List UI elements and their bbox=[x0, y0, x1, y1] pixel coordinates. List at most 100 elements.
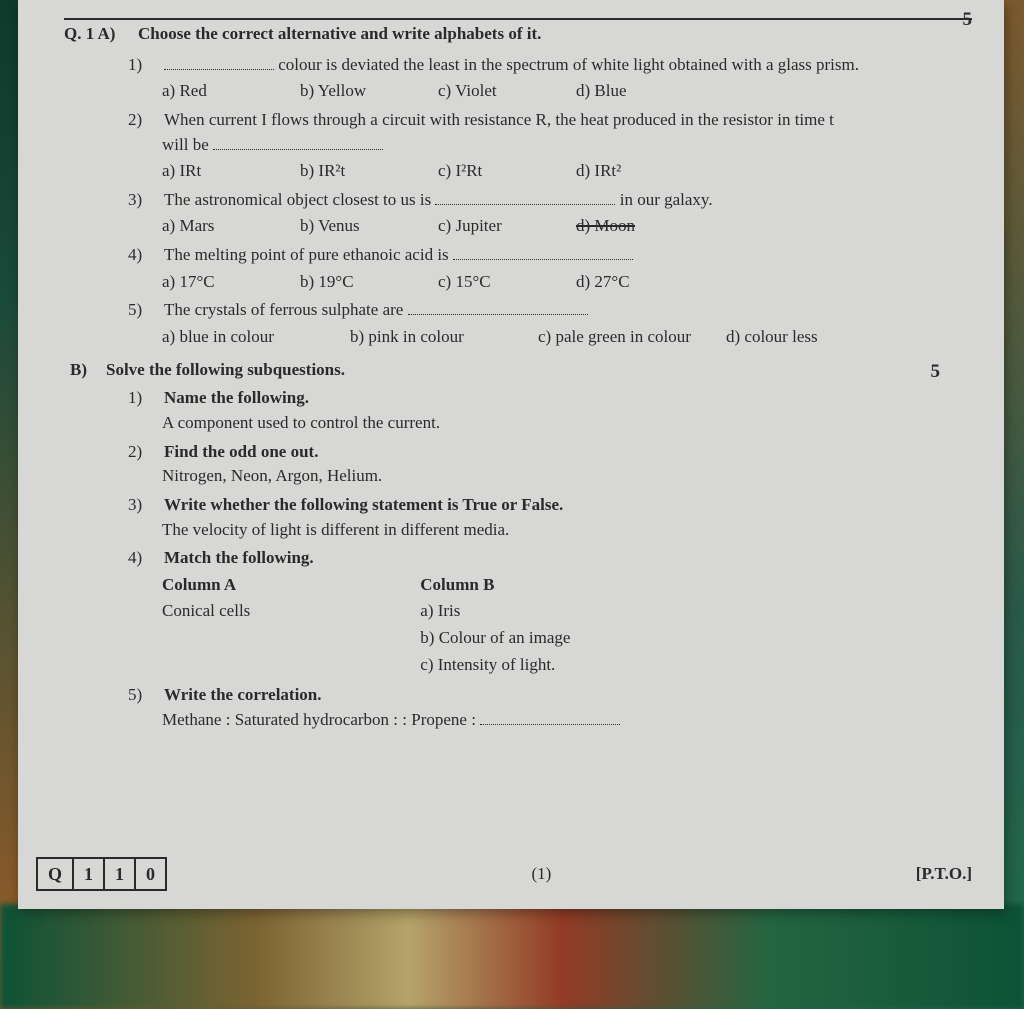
b-number: 2) bbox=[128, 440, 152, 465]
code-cell: 1 bbox=[74, 859, 105, 889]
mcq-stem-before: The astronomical object closest to us is bbox=[164, 190, 435, 209]
mcq-stem: The astronomical object closest to us is… bbox=[164, 188, 713, 213]
b-title: Write the correlation. bbox=[164, 683, 322, 708]
code-cell: 0 bbox=[136, 859, 165, 889]
b-body: Nitrogen, Neon, Argon, Helium. bbox=[162, 464, 972, 489]
fill-blank bbox=[164, 54, 274, 69]
b-item-4: 4) Match the following. Column A Conical… bbox=[128, 546, 972, 679]
question-number-label: Q. 1 A) bbox=[64, 22, 128, 47]
option-c: c) I²Rt bbox=[438, 159, 548, 184]
part-b-section: 1) Name the following. A component used … bbox=[128, 386, 972, 732]
option-b: b) Yellow bbox=[300, 79, 410, 104]
mcq-stem-after: in our galaxy. bbox=[620, 190, 713, 209]
page-number: (1) bbox=[531, 862, 551, 887]
option-a: a) 17°C bbox=[162, 270, 272, 295]
mcq-stem-after: colour is deviated the least in the spec… bbox=[278, 55, 859, 74]
fill-blank bbox=[435, 190, 615, 205]
page-footer: Q 1 1 0 (1) [P.T.O.] bbox=[36, 857, 972, 891]
mcq-number: 3) bbox=[128, 188, 152, 213]
column-a-block: Column A Conical cells bbox=[162, 573, 250, 626]
option-c: c) pale green in colour bbox=[538, 325, 698, 350]
part-b-label: B) bbox=[70, 358, 94, 383]
fill-blank bbox=[213, 134, 383, 149]
b-title: Name the following. bbox=[164, 386, 309, 411]
background-floor-texture bbox=[0, 904, 1024, 1009]
option-b: b) 19°C bbox=[300, 270, 410, 295]
column-a-title: Column A bbox=[162, 573, 250, 598]
mcq-number: 4) bbox=[128, 243, 152, 268]
mcq-options: a) Mars b) Venus c) Jupiter d) Moon bbox=[162, 214, 972, 239]
mcq-stem: The melting point of pure ethanoic acid … bbox=[164, 243, 633, 268]
option-d: d) IRt² bbox=[576, 159, 686, 184]
column-a-row: Conical cells bbox=[162, 599, 250, 624]
question-instruction: Choose the correct alternative and write… bbox=[138, 22, 541, 47]
mcq-item-5: 5) The crystals of ferrous sulphate are … bbox=[128, 298, 972, 349]
b-title: Find the odd one out. bbox=[164, 440, 318, 465]
paper-code-box: Q 1 1 0 bbox=[36, 857, 167, 891]
option-d: d) colour less bbox=[726, 325, 886, 350]
option-d-struck: d) Moon bbox=[576, 214, 686, 239]
mcq-item-4: 4) The melting point of pure ethanoic ac… bbox=[128, 243, 972, 294]
fill-blank bbox=[480, 710, 620, 725]
option-a: a) blue in colour bbox=[162, 325, 322, 350]
code-cell: 1 bbox=[105, 859, 136, 889]
b-number: 4) bbox=[128, 546, 152, 571]
b-body: Methane : Saturated hydrocarbon : : Prop… bbox=[162, 710, 480, 729]
mcq-number: 2) bbox=[128, 108, 152, 133]
part-b-instruction: Solve the following subquestions. bbox=[106, 358, 345, 383]
fill-blank bbox=[453, 245, 633, 260]
mcq-number: 5) bbox=[128, 298, 152, 323]
code-cell: Q bbox=[38, 859, 74, 889]
option-a: a) Mars bbox=[162, 214, 272, 239]
column-b-list: a) Iris b) Colour of an image c) Intensi… bbox=[420, 599, 570, 677]
column-b-title: Column B bbox=[420, 573, 570, 598]
option-c: c) Violet bbox=[438, 79, 548, 104]
option-a: a) IRt bbox=[162, 159, 272, 184]
column-a-list: Conical cells bbox=[162, 599, 250, 624]
top-horizontal-rule bbox=[64, 18, 972, 20]
part-b-marks: 5 bbox=[931, 358, 941, 386]
exam-paper-sheet: 5 Q. 1 A) Choose the correct alternative… bbox=[18, 0, 1004, 909]
mcq-options: a) 17°C b) 19°C c) 15°C d) 27°C bbox=[162, 270, 972, 295]
b-number: 1) bbox=[128, 386, 152, 411]
b-body-line: Methane : Saturated hydrocarbon : : Prop… bbox=[162, 708, 972, 733]
mcq-number: 1) bbox=[128, 53, 152, 78]
b-title: Write whether the following statement is… bbox=[164, 493, 563, 518]
match-columns: Column A Conical cells Column B a) Iris … bbox=[162, 573, 972, 680]
question-1a-heading: Q. 1 A) Choose the correct alternative a… bbox=[64, 22, 972, 47]
mcq-stem: colour is deviated the least in the spec… bbox=[164, 53, 859, 78]
option-b: b) IR²t bbox=[300, 159, 410, 184]
column-b-block: Column B a) Iris b) Colour of an image c… bbox=[420, 573, 570, 680]
mcq-options: a) IRt b) IR²t c) I²Rt d) IRt² bbox=[162, 159, 972, 184]
b-item-2: 2) Find the odd one out. Nitrogen, Neon,… bbox=[128, 440, 972, 489]
column-b-row: a) Iris bbox=[420, 599, 570, 624]
b-body: A component used to control the current. bbox=[162, 411, 972, 436]
b-body: The velocity of light is different in di… bbox=[162, 518, 972, 543]
mcq-stem: The crystals of ferrous sulphate are bbox=[164, 298, 588, 323]
mcq-item-3: 3) The astronomical object closest to us… bbox=[128, 188, 972, 239]
b-item-1: 1) Name the following. A component used … bbox=[128, 386, 972, 435]
mcq-section: 1) colour is deviated the least in the s… bbox=[128, 53, 972, 350]
mcq-options: a) blue in colour b) pink in colour c) p… bbox=[162, 325, 972, 350]
option-b: b) Venus bbox=[300, 214, 410, 239]
mcq-stem: When current I flows through a circuit w… bbox=[164, 108, 834, 133]
option-b: b) pink in colour bbox=[350, 325, 510, 350]
b-number: 3) bbox=[128, 493, 152, 518]
b-item-5: 5) Write the correlation. Methane : Satu… bbox=[128, 683, 972, 732]
column-b-row: c) Intensity of light. bbox=[420, 653, 570, 678]
option-d: d) 27°C bbox=[576, 270, 686, 295]
mcq-stem-before: The crystals of ferrous sulphate are bbox=[164, 300, 408, 319]
option-d: d) Blue bbox=[576, 79, 686, 104]
part-b-heading-row: B) Solve the following subquestions. 5 bbox=[64, 358, 972, 383]
mcq-stem-continuation: will be bbox=[162, 133, 972, 158]
mcq-item-2: 2) When current I flows through a circui… bbox=[128, 108, 972, 184]
mcq-stem-before: The melting point of pure ethanoic acid … bbox=[164, 245, 453, 264]
option-a: a) Red bbox=[162, 79, 272, 104]
mcq-options: a) Red b) Yellow c) Violet d) Blue bbox=[162, 79, 972, 104]
b-title: Match the following. bbox=[164, 546, 314, 571]
mcq-cont-text: will be bbox=[162, 135, 213, 154]
option-c: c) Jupiter bbox=[438, 214, 548, 239]
section-marks-5-top: 5 bbox=[963, 6, 973, 34]
mcq-item-1: 1) colour is deviated the least in the s… bbox=[128, 53, 972, 104]
b-number: 5) bbox=[128, 683, 152, 708]
